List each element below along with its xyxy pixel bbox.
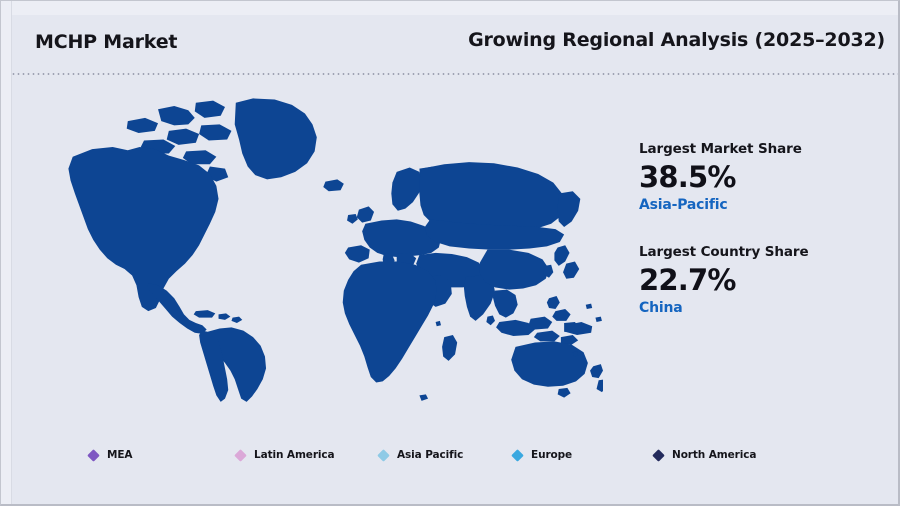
legend-item-europe: Europe [511, 448, 573, 462]
stats-panel: Largest Market Share 38.5% Asia-Pacific … [639, 141, 889, 316]
stat-largest-market-share: Largest Market Share 38.5% Asia-Pacific [639, 141, 889, 213]
top-band [1, 1, 898, 15]
report-subtitle: Growing Regional Analysis (2025–2032) [468, 29, 885, 51]
legend-label: MEA [107, 449, 133, 461]
stat-label: Largest Market Share [639, 141, 802, 157]
stat-value: 22.7% [639, 263, 736, 297]
stat-region: Asia-Pacific [639, 197, 728, 213]
left-gutter [1, 1, 12, 504]
diamond-marker-icon [234, 448, 247, 462]
page-title: MCHP Market [35, 31, 178, 53]
diamond-marker-icon [377, 448, 390, 462]
stat-label: Largest Country Share [639, 244, 809, 260]
diamond-marker-icon [511, 448, 524, 462]
world-map-svg [68, 98, 603, 402]
legend-item-asia-pacific: Asia Pacific [377, 448, 464, 462]
legend-item-mea: MEA [87, 448, 133, 462]
legend-label: Latin America [254, 449, 335, 461]
diamond-marker-icon [87, 448, 100, 462]
legend-label: Europe [531, 449, 573, 461]
legend-label: North America [672, 449, 757, 461]
legend-label: Asia Pacific [397, 449, 464, 461]
stat-largest-country-share: Largest Country Share 22.7% China [639, 244, 889, 316]
map-legend: MEA Latin America Asia Pacific Europe No… [87, 448, 829, 467]
header: MCHP Market Growing Regional Analysis (2… [11, 15, 898, 73]
stat-region: China [639, 300, 683, 316]
map-landmasses [68, 98, 603, 402]
legend-item-latin-america: Latin America [234, 448, 335, 462]
stat-value: 38.5% [639, 160, 736, 194]
header-divider [11, 73, 898, 75]
legend-item-north-america: North America [652, 448, 757, 462]
world-map [63, 93, 603, 403]
diamond-marker-icon [652, 448, 665, 462]
